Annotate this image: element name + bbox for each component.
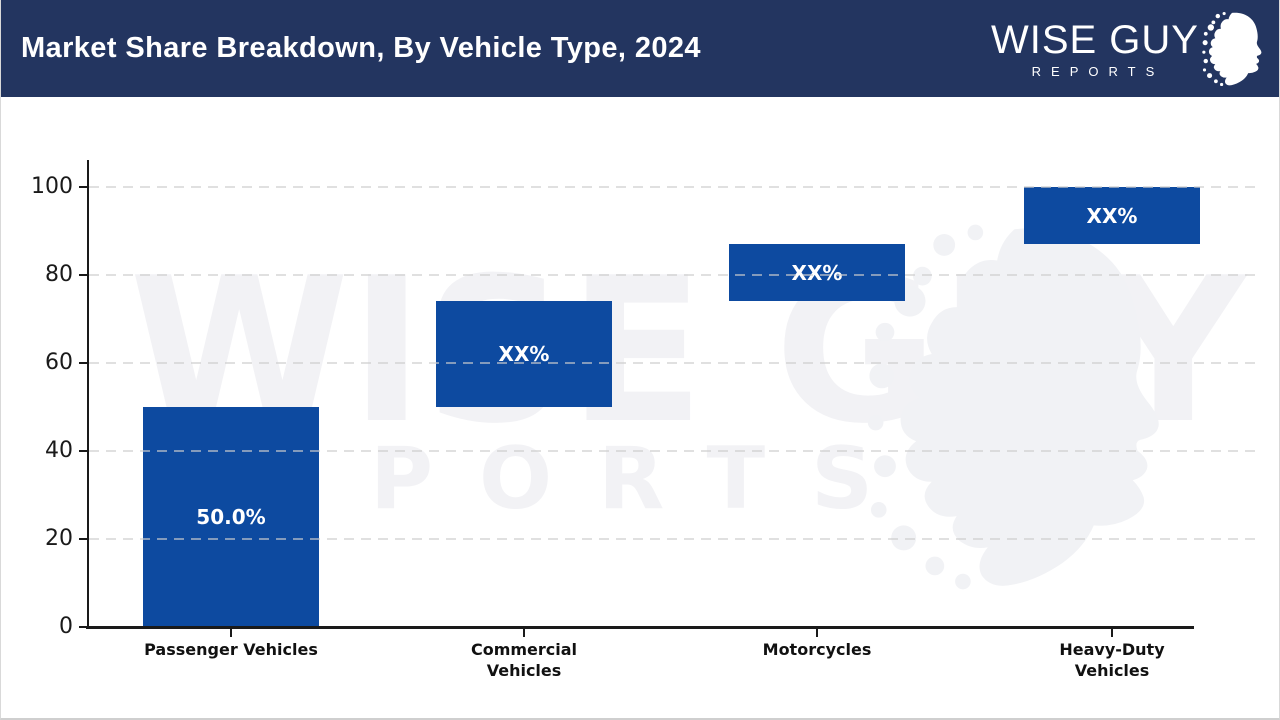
y-axis-tick <box>79 362 87 364</box>
x-axis-tick <box>1111 629 1113 637</box>
x-axis-category-label: Motorcycles <box>762 640 872 659</box>
y-axis-tick-label: 40 <box>45 438 73 463</box>
y-axis-tick <box>79 538 87 540</box>
x-axis-category-label: Passenger Vehicles <box>144 640 318 659</box>
bar-commercial-vehicles: XX% <box>436 301 612 407</box>
header-bar: Market Share Breakdown, By Vehicle Type,… <box>1 0 1279 97</box>
gridline-40 <box>89 450 1257 452</box>
y-axis-tick <box>79 626 87 628</box>
y-axis-tick-label: 60 <box>45 350 73 375</box>
y-axis-tick <box>79 450 87 452</box>
logo-text: WISE GUY REPORTS <box>991 20 1199 78</box>
y-axis-tick-label: 0 <box>59 614 73 639</box>
y-axis-tick <box>79 186 87 188</box>
bar-value-label: 50.0% <box>196 505 266 529</box>
y-axis-tick-label: 80 <box>45 262 73 287</box>
y-axis-line <box>87 160 89 629</box>
logo-subtitle: REPORTS <box>1031 63 1165 79</box>
gridline-100 <box>89 186 1257 188</box>
x-axis-tick <box>523 629 525 637</box>
x-axis-category-label: Heavy-Duty Vehicles <box>1059 640 1165 680</box>
bar-heavy-duty-vehicles: XX% <box>1024 187 1200 245</box>
bar-value-label: XX% <box>791 260 843 285</box>
y-axis-tick <box>79 274 87 276</box>
gridline-20 <box>89 538 1257 540</box>
gridline-60 <box>89 362 1257 364</box>
wise-guy-reports-logo: WISE GUY REPORTS <box>991 11 1265 87</box>
bar-passenger-vehicles: 50.0% <box>143 407 319 627</box>
logo-wordmark: WISE GUY <box>990 17 1199 62</box>
page-title: Market Share Breakdown, By Vehicle Type,… <box>21 32 701 64</box>
logo-face-icon <box>1202 11 1262 86</box>
y-axis-tick-label: 100 <box>31 174 73 199</box>
x-axis-category-label: Commercial Vehicles <box>470 640 578 680</box>
watermark-face-icon <box>867 224 1159 590</box>
x-axis-tick <box>816 629 818 637</box>
y-axis-tick-label: 20 <box>45 526 73 551</box>
bar-motorcycles: XX% <box>729 244 905 302</box>
bar-value-label: XX% <box>1086 203 1138 228</box>
gridline-80 <box>89 274 1257 276</box>
x-axis-tick <box>230 629 232 637</box>
x-axis-line <box>86 626 1194 629</box>
